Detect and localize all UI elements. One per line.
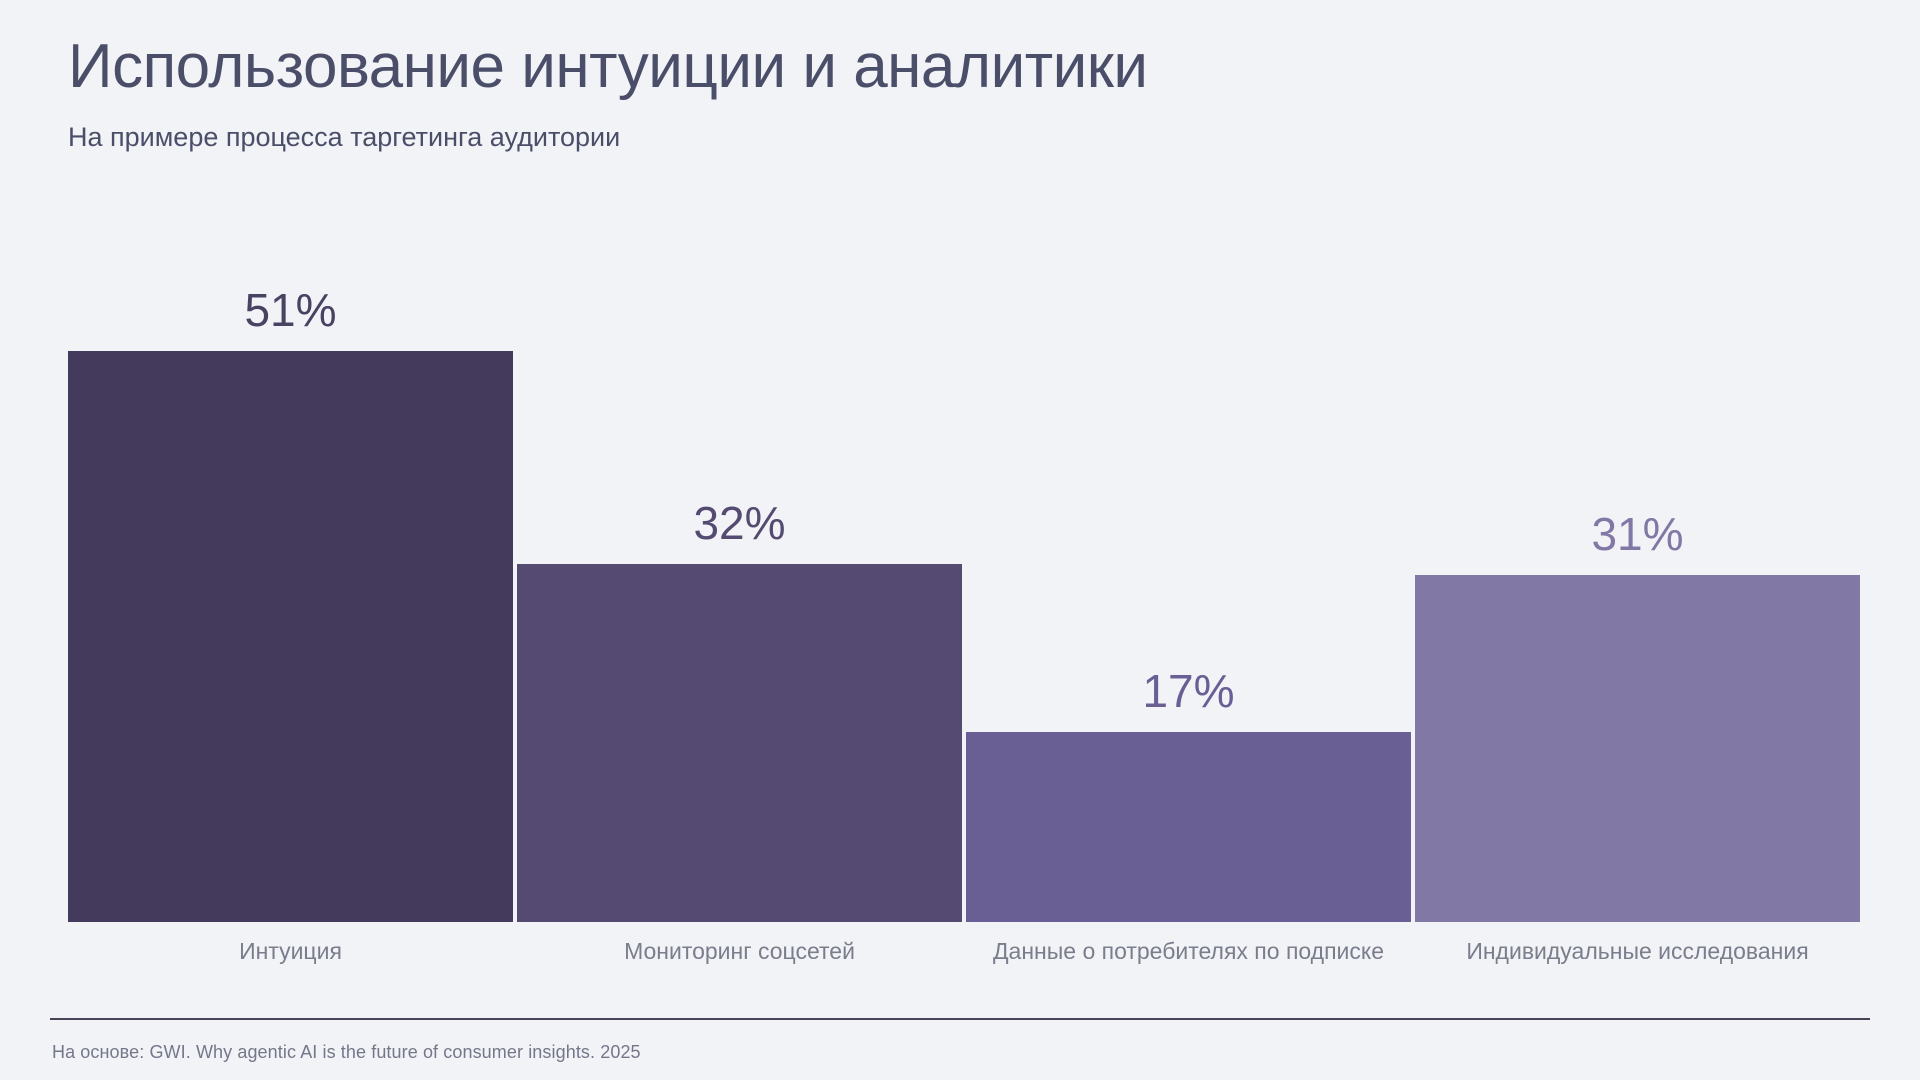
- x-axis-label: Мониторинг соцсетей: [624, 938, 855, 964]
- bar-series: 51% 32% 17% 31%: [68, 250, 1860, 922]
- x-axis-label: Индивидуальные исследования: [1466, 938, 1809, 964]
- bar-rect[interactable]: [1415, 575, 1860, 922]
- x-axis-label: Интуиция: [239, 938, 342, 964]
- bar-column[interactable]: 31%: [1415, 250, 1860, 922]
- source-note: На основе: GWI. Why agentic AI is the fu…: [52, 1042, 641, 1062]
- page-title: Использование интуиции и аналитики: [68, 32, 1148, 101]
- x-axis-label: Данные о потребителях по подписке: [992, 938, 1385, 964]
- bar-value-label: 31%: [1591, 508, 1684, 560]
- bar-column[interactable]: 51%: [68, 250, 513, 922]
- bar-column[interactable]: 17%: [966, 250, 1411, 922]
- page-subtitle: На примере процесса таргетинга аудитории: [68, 121, 621, 152]
- bar-rect[interactable]: [68, 351, 513, 922]
- bar-rect[interactable]: [517, 564, 962, 922]
- bar-rect[interactable]: [966, 732, 1411, 922]
- bar-value-label: 17%: [1142, 665, 1235, 717]
- footer-divider: [50, 1018, 1870, 1020]
- bar-chart-plot-area: 51% 32% 17% 31%: [68, 250, 1860, 922]
- bar-value-label: 51%: [244, 284, 337, 336]
- x-axis-labels: Интуиция Мониторинг соцсетей Данные о потр…: [68, 936, 1860, 967]
- bar-value-label: 32%: [693, 497, 786, 549]
- bar-column[interactable]: 32%: [517, 250, 962, 922]
- chart-header: Использование интуиции и аналитики На пр…: [68, 32, 1858, 153]
